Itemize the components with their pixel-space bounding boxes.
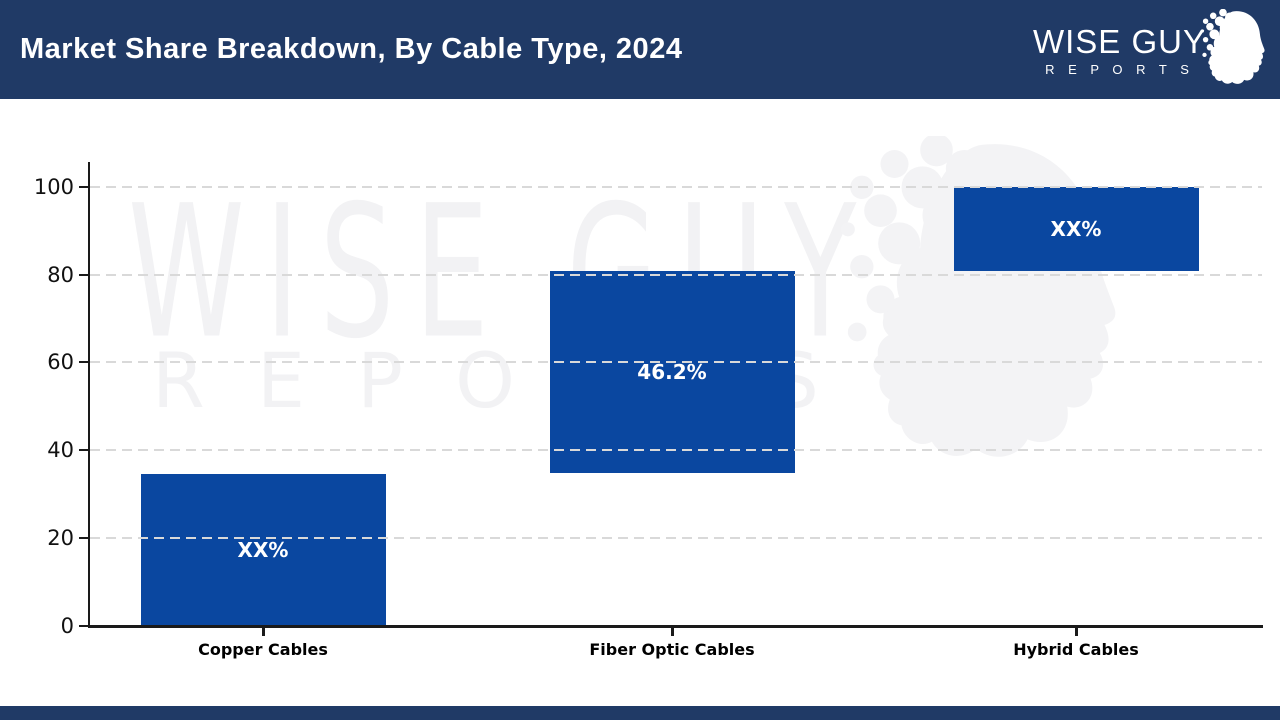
gridline-100 bbox=[90, 186, 1262, 188]
brand-name: WISE GUY bbox=[1032, 22, 1206, 60]
x-tick-mark bbox=[262, 627, 265, 636]
x-tick-mark bbox=[1075, 627, 1078, 636]
x-tick-mark bbox=[671, 627, 674, 636]
y-tick-mark bbox=[79, 624, 88, 627]
bar-3: XX% bbox=[953, 187, 1199, 271]
y-tick-mark bbox=[79, 361, 88, 364]
page-title: Market Share Breakdown, By Cable Type, 2… bbox=[20, 33, 683, 65]
gridline-40 bbox=[90, 449, 1262, 452]
y-tick-label: 100 bbox=[33, 175, 74, 199]
bar-value-label: XX% bbox=[1050, 216, 1102, 241]
brand-logo-text: WISE GUY R E P O R T S bbox=[1033, 23, 1206, 77]
brand-subtitle: R E P O R T S bbox=[1045, 61, 1194, 77]
y-tick-mark bbox=[79, 449, 88, 452]
header: Market Share Breakdown, By Cable Type, 2… bbox=[0, 0, 1280, 99]
y-tick-mark bbox=[79, 186, 88, 188]
y-axis-line bbox=[88, 162, 90, 627]
y-tick-mark bbox=[79, 273, 88, 276]
y-tick-label: 20 bbox=[47, 525, 74, 550]
bar-2: 46.2% bbox=[549, 270, 795, 474]
bar-value-label: XX% bbox=[237, 537, 289, 562]
brand-logo: WISE GUY R E P O R T S bbox=[1033, 0, 1274, 99]
gridline-20 bbox=[90, 536, 1262, 539]
gridline-60 bbox=[90, 361, 1262, 364]
y-tick-mark bbox=[79, 536, 88, 539]
x-axis-line bbox=[88, 625, 1263, 628]
x-category-label: Hybrid Cables bbox=[1013, 640, 1139, 659]
bar-value-label: 46.2% bbox=[637, 360, 707, 385]
y-tick-label: 0 bbox=[60, 613, 74, 638]
y-tick-label: 40 bbox=[47, 438, 74, 463]
bar-1: XX% bbox=[140, 474, 386, 626]
x-category-label: Copper Cables bbox=[198, 640, 328, 659]
footer-bar bbox=[0, 706, 1280, 720]
y-tick-label: 80 bbox=[47, 262, 74, 287]
y-tick-label: 60 bbox=[47, 350, 74, 375]
x-category-label: Fiber Optic Cables bbox=[589, 640, 755, 659]
gridline-80 bbox=[90, 273, 1262, 276]
brand-head-icon bbox=[1200, 8, 1265, 84]
